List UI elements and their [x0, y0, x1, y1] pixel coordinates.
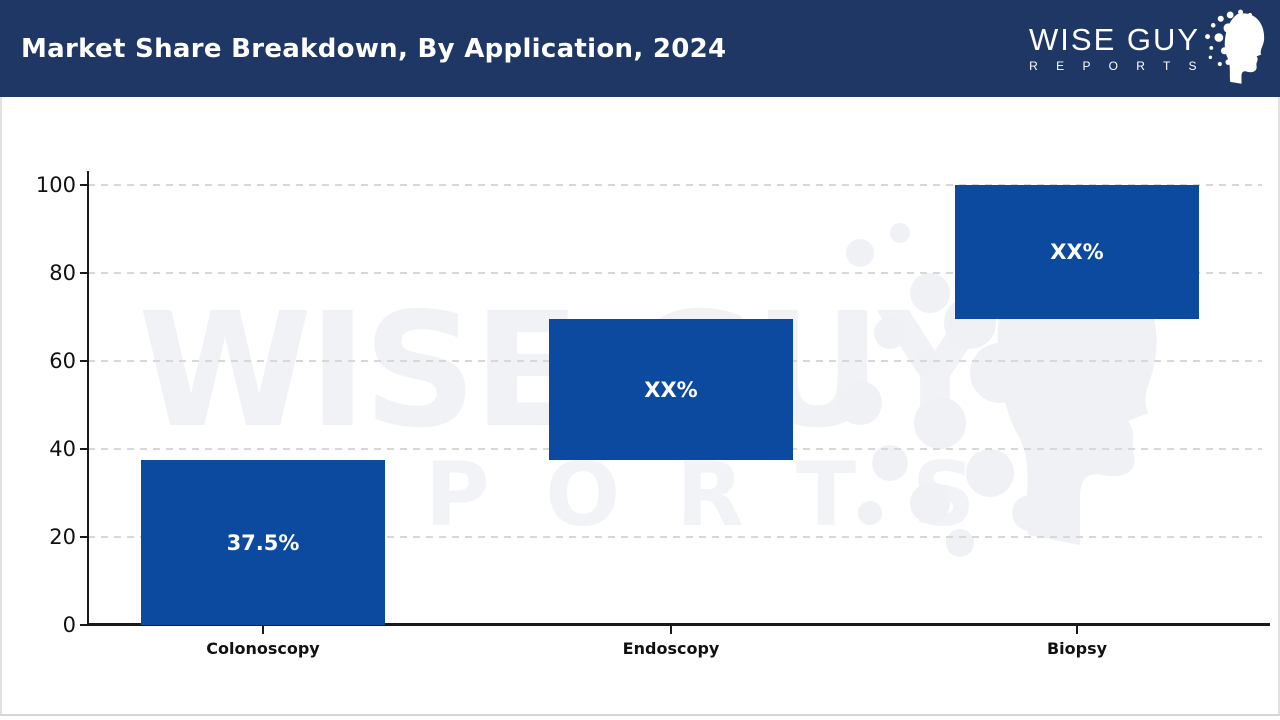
y-tick-80 [80, 272, 88, 274]
y-tick-label-60: 60 [49, 349, 76, 373]
x-tick-colonoscopy [262, 626, 264, 634]
x-tick-endoscopy [670, 626, 672, 634]
page-left-border [0, 97, 2, 714]
gridline-100 [88, 184, 1262, 186]
x-tick-label-biopsy: Biopsy [1046, 639, 1108, 658]
y-tick-0 [80, 624, 88, 626]
x-axis-spine [87, 623, 1270, 626]
page-bottom-border [0, 714, 1280, 716]
x-tick-label-colonoscopy: Colonoscopy [206, 639, 320, 658]
header-bar: Market Share Breakdown, By Application, … [0, 0, 1280, 97]
page-right-border [1278, 97, 1280, 714]
bar-colonoscopy: 37.5% [141, 460, 385, 625]
y-tick-40 [80, 448, 88, 450]
y-tick-label-0: 0 [62, 613, 76, 637]
bar-biopsy: XX% [955, 185, 1199, 320]
bar-endoscopy: XX% [549, 319, 793, 460]
gridline-80 [88, 272, 1262, 274]
y-tick-label-20: 20 [49, 525, 76, 549]
y-tick-label-100: 100 [35, 173, 76, 197]
bar-value-label: XX% [1050, 240, 1104, 265]
bar-value-label: XX% [644, 377, 698, 402]
y-axis-spine [87, 171, 89, 625]
y-tick-label-80: 80 [49, 261, 76, 285]
y-tick-20 [80, 536, 88, 538]
logo-subtitle: R E P O R T S [1029, 59, 1204, 73]
x-tick-label-endoscopy: Endoscopy [622, 639, 720, 658]
face-dots-logo-icon [1200, 7, 1266, 91]
logo-text: WISE GUY R E P O R T S [1025, 22, 1204, 74]
logo-wordmark: WISE GUY [1029, 22, 1201, 57]
gridline-20 [88, 536, 1262, 538]
page-title: Market Share Breakdown, By Application, … [21, 33, 727, 64]
y-tick-label-40: 40 [49, 437, 76, 461]
wise-guy-reports-logo: WISE GUY R E P O R T S [1025, 7, 1266, 91]
y-tick-60 [80, 360, 88, 362]
x-tick-biopsy [1076, 626, 1078, 634]
y-tick-100 [80, 184, 88, 186]
bar-value-label: 37.5% [226, 530, 300, 555]
